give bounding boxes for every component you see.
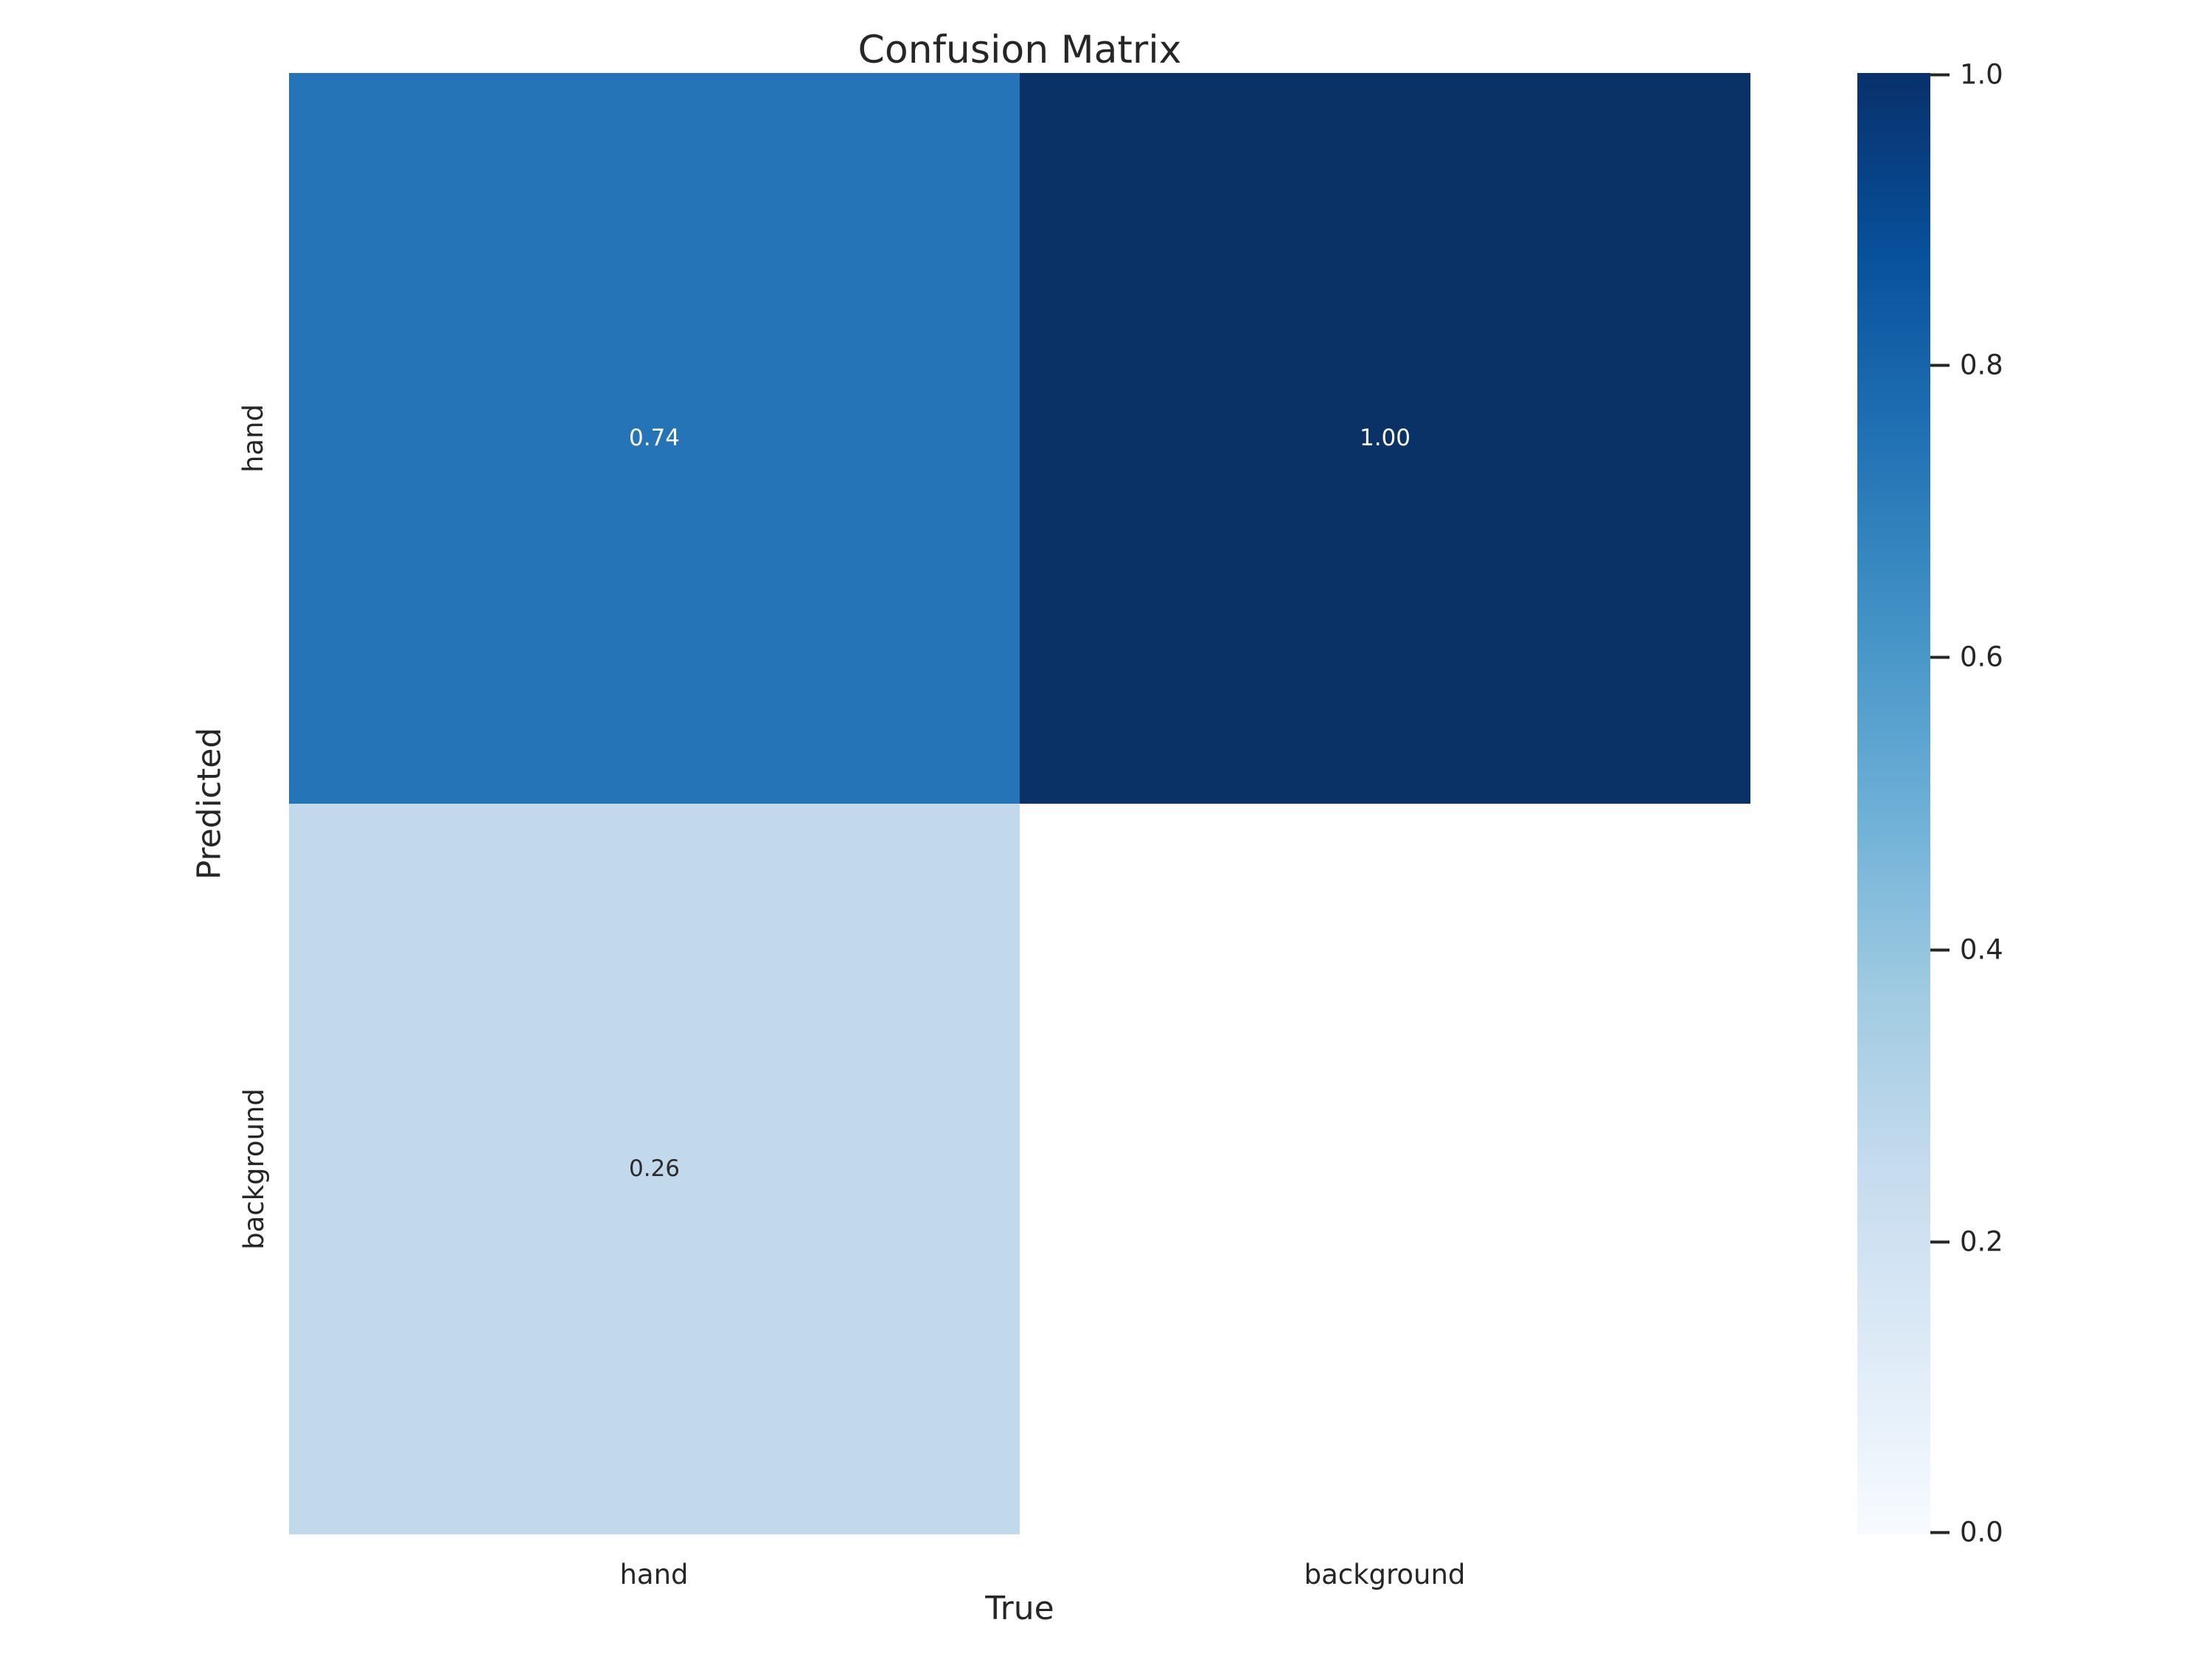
colorbar-tick-label: 1.0 bbox=[1960, 58, 2003, 91]
y-axis-label-text: Predicted bbox=[190, 727, 228, 880]
colorbar-tick-mark bbox=[1930, 73, 1950, 76]
cell-annotation-r0c0: 0.74 bbox=[628, 425, 681, 451]
colorbar-tick-mark bbox=[1930, 1531, 1950, 1534]
colorbar-tick-label: 0.0 bbox=[1960, 1516, 2003, 1548]
colorbar-gradient bbox=[1857, 73, 1930, 1534]
colorbar-tick-0_8: 0.8 bbox=[1930, 352, 2003, 379]
cell-annotation-r0c1: 1.00 bbox=[1359, 425, 1411, 451]
heatmap-cell-r1c1 bbox=[1020, 804, 1750, 1534]
cell-annotation-r1c0: 0.26 bbox=[628, 1155, 681, 1182]
colorbar-tick-mark bbox=[1930, 655, 1950, 658]
colorbar-tick-mark bbox=[1930, 1240, 1950, 1243]
colorbar-tick-0_0: 0.0 bbox=[1930, 1519, 2003, 1546]
heatmap-cell-r0c0: 0.74 bbox=[289, 73, 1020, 804]
colorbar-tick-0_6: 0.6 bbox=[1930, 644, 2003, 671]
colorbar-tick-mark bbox=[1930, 948, 1950, 951]
chart-title: Confusion Matrix bbox=[858, 28, 1182, 72]
colorbar-tick-label: 0.2 bbox=[1960, 1225, 2003, 1258]
x-axis-label: True bbox=[985, 1590, 1054, 1627]
heatmap-cell-r1c0: 0.26 bbox=[289, 804, 1020, 1534]
heatmap-grid: 0.74 1.00 0.26 bbox=[289, 73, 1750, 1534]
colorbar-tick-0_4: 0.4 bbox=[1930, 936, 2003, 964]
x-tick-background: background bbox=[1304, 1559, 1466, 1590]
x-tick-hand: hand bbox=[619, 1559, 689, 1590]
colorbar-tick-label: 0.8 bbox=[1960, 349, 2003, 381]
y-tick-background-label: background bbox=[237, 1088, 270, 1250]
colorbar-tick-label: 0.4 bbox=[1960, 933, 2003, 966]
colorbar-tick-1_0: 1.0 bbox=[1930, 61, 2003, 88]
colorbar-tick-mark bbox=[1930, 364, 1950, 366]
colorbar-tick-label: 0.6 bbox=[1960, 641, 2003, 673]
colorbar-tick-0_2: 0.2 bbox=[1930, 1228, 2003, 1256]
heatmap-cell-r0c1: 1.00 bbox=[1020, 73, 1750, 804]
y-tick-hand-label: hand bbox=[237, 403, 270, 473]
